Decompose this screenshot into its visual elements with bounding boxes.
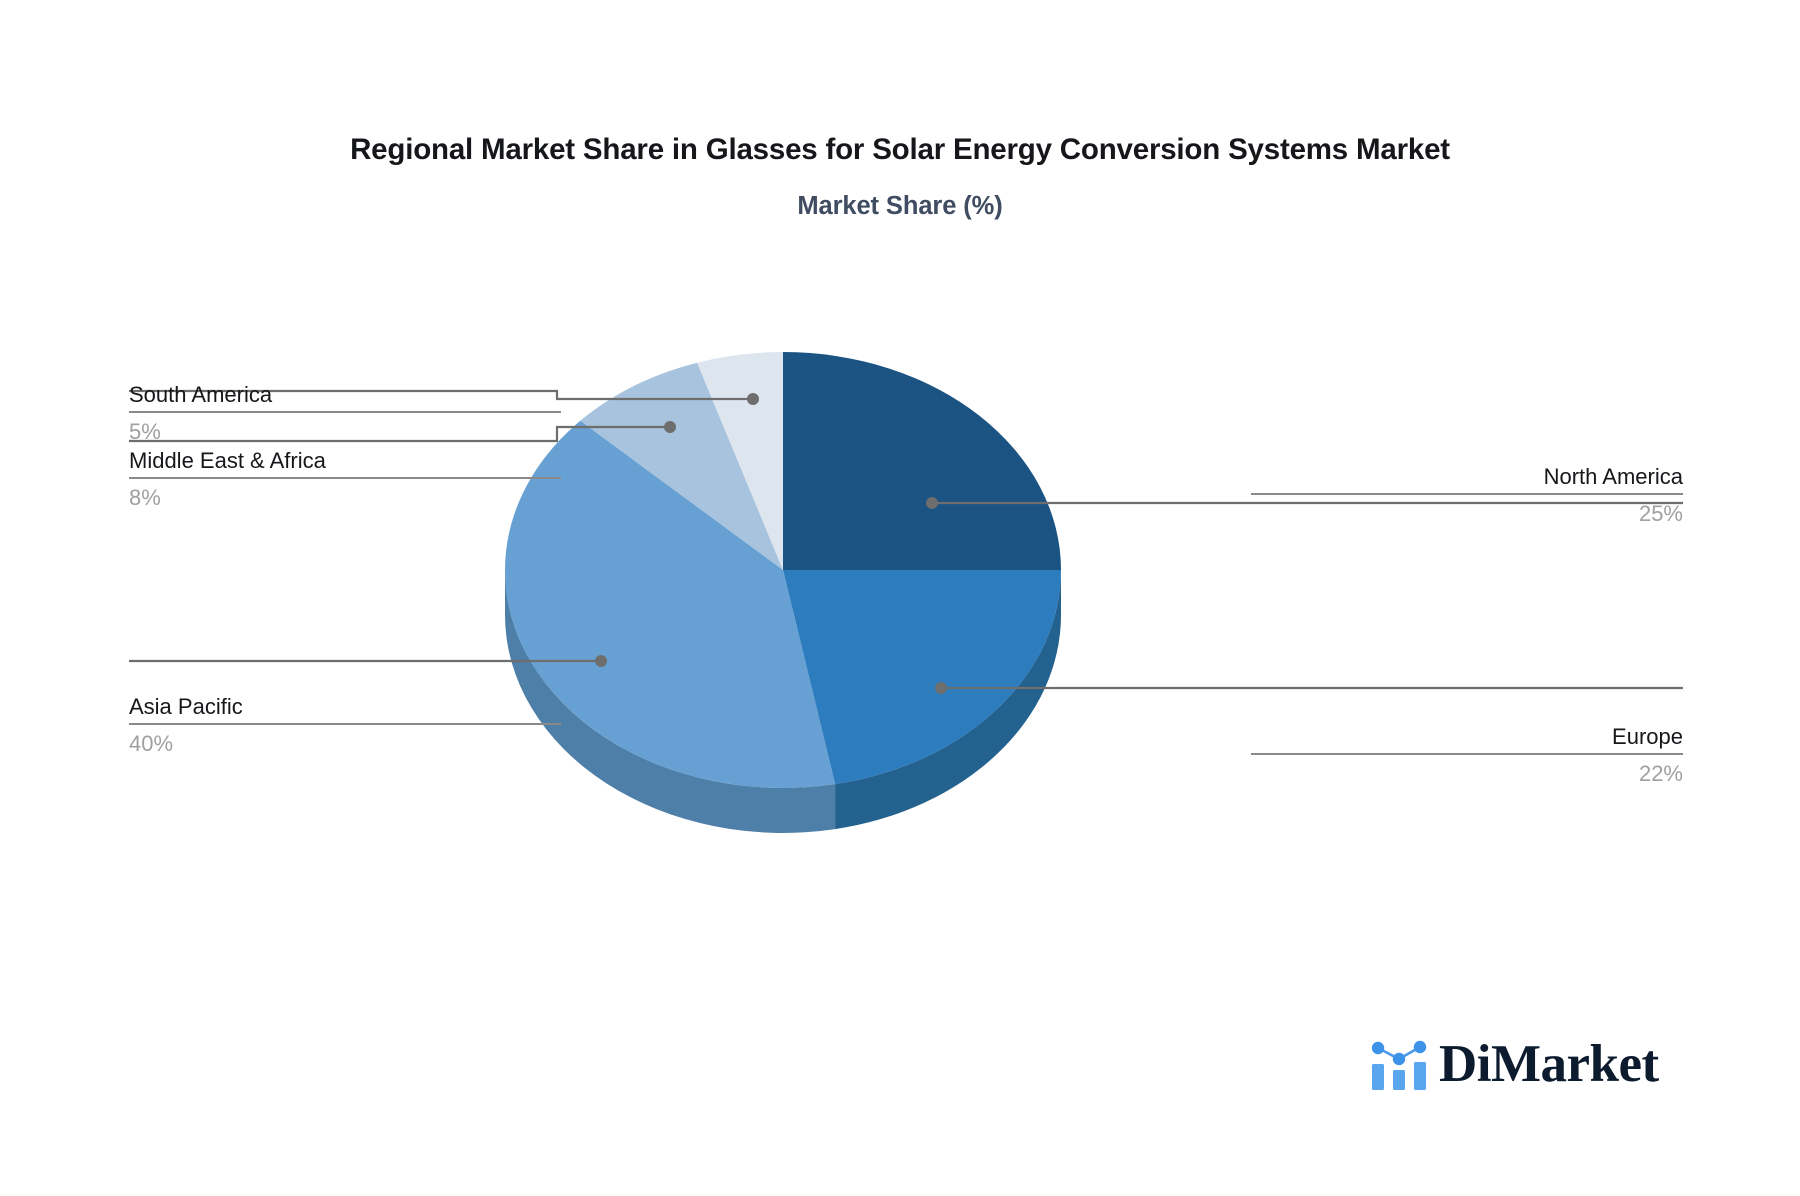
pie-slice-middle-east-africa[interactable] (580, 362, 783, 570)
pie-slice-north-america[interactable] (783, 352, 1061, 570)
leader-dot-south-america (747, 393, 759, 405)
callout-europe[interactable]: Europe 22% (1251, 725, 1683, 785)
pie-slices (505, 352, 1061, 788)
logo-text: DiMarket (1439, 1034, 1659, 1093)
pie-leader-lines (129, 389, 1683, 694)
brand-logo[interactable]: DiMarket (1368, 1037, 1659, 1091)
leader-dot-europe (935, 682, 947, 694)
callout-label-north-america: North America (1543, 464, 1683, 489)
callout-rule-south-america (129, 411, 561, 413)
leader-dot-asia-pacific (595, 655, 607, 667)
callout-label-asia-pacific: Asia Pacific (129, 694, 243, 719)
callout-label-middle-east-africa: Middle East & Africa (129, 448, 326, 473)
callout-value-middle-east-africa: 8% (129, 484, 161, 510)
bar-chart-line-icon (1371, 1040, 1427, 1090)
callout-asia-pacific[interactable]: Asia Pacific 40% (129, 695, 561, 755)
leader-dot-middle-east-africa (664, 421, 676, 433)
callout-value-north-america: 25% (1638, 500, 1683, 526)
callout-south-america[interactable]: South America 5% (129, 383, 561, 443)
pie-depth-europe (835, 570, 1061, 830)
pie-slice-south-america[interactable] (697, 352, 783, 570)
callout-rule-asia-pacific (129, 723, 561, 725)
callout-rule-north-america (1251, 493, 1683, 495)
pie-depth-asia-pacific (505, 570, 836, 833)
pie-slice-asia-pacific[interactable] (505, 420, 836, 788)
callout-value-asia-pacific: 40% (129, 730, 174, 756)
leader-dot-north-america (926, 497, 938, 509)
callout-rule-europe (1251, 753, 1683, 755)
pie-3d-depth (505, 570, 1061, 833)
callout-north-america[interactable]: North America 25% (1251, 465, 1683, 525)
page-title: Regional Market Share in Glasses for Sol… (350, 133, 1450, 166)
leader-line-middle-east-africa (129, 425, 670, 443)
chart-subtitle: Market Share (%) (797, 192, 1003, 220)
callout-label-south-america: South America (129, 382, 273, 407)
callout-label-europe: Europe (1612, 724, 1683, 749)
pie-slice-europe[interactable] (783, 570, 1061, 785)
callout-middle-east-africa[interactable]: Middle East & Africa 8% (129, 449, 561, 509)
leader-line-south-america (129, 389, 753, 401)
callout-value-europe: 22% (1638, 760, 1683, 786)
callout-value-south-america: 5% (129, 418, 161, 444)
callout-rule-middle-east-africa (129, 477, 561, 479)
